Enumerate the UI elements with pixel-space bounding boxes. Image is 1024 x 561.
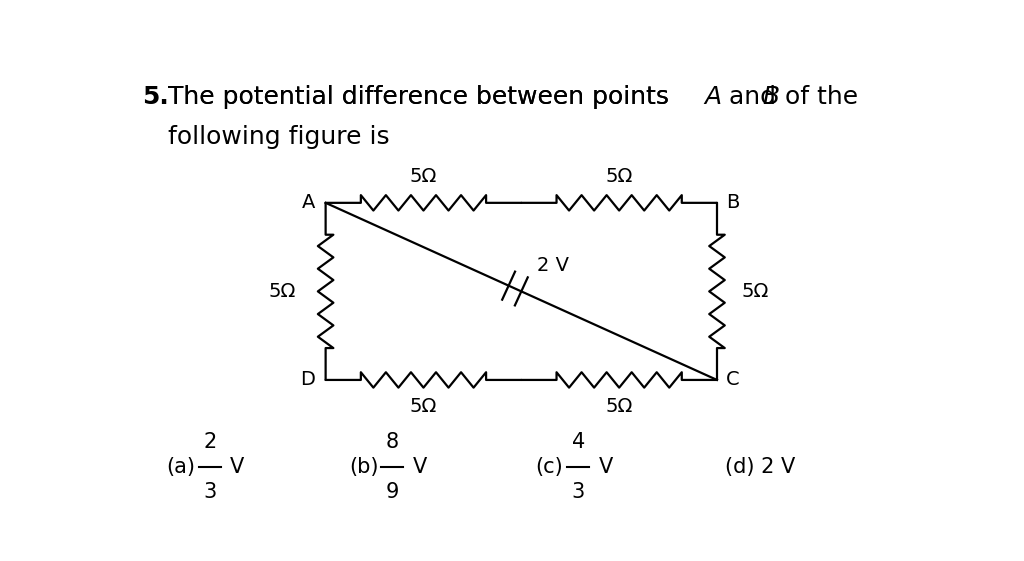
- Text: V: V: [598, 457, 612, 477]
- Text: following figure is: following figure is: [168, 126, 390, 149]
- Text: 3: 3: [204, 481, 217, 502]
- Text: V: V: [413, 457, 427, 477]
- Text: (d) 2 V: (d) 2 V: [725, 457, 795, 477]
- Text: B: B: [726, 194, 739, 213]
- Text: 3: 3: [571, 481, 585, 502]
- Text: 9: 9: [386, 481, 399, 502]
- Text: 5Ω: 5Ω: [741, 282, 769, 301]
- Text: 5Ω: 5Ω: [268, 282, 296, 301]
- Text: 2: 2: [204, 433, 217, 452]
- Text: 5Ω: 5Ω: [605, 167, 633, 186]
- Text: and: and: [721, 85, 784, 109]
- Text: The potential difference between points: The potential difference between points: [168, 85, 677, 109]
- Text: B: B: [762, 85, 779, 109]
- Text: 5Ω: 5Ω: [410, 167, 437, 186]
- Text: A: A: [301, 194, 314, 213]
- Text: The potential difference between points: The potential difference between points: [168, 85, 677, 109]
- Text: C: C: [726, 370, 740, 389]
- Text: (a): (a): [167, 457, 196, 477]
- Text: 5.: 5.: [142, 85, 169, 109]
- Text: 5Ω: 5Ω: [605, 397, 633, 416]
- Text: V: V: [230, 457, 245, 477]
- Text: (b): (b): [349, 457, 379, 477]
- Text: 5Ω: 5Ω: [410, 397, 437, 416]
- Text: A: A: [705, 85, 722, 109]
- Text: 2 V: 2 V: [537, 256, 568, 275]
- Text: D: D: [300, 370, 314, 389]
- Text: (c): (c): [535, 457, 562, 477]
- Text: of the: of the: [776, 85, 858, 109]
- Text: 8: 8: [386, 433, 398, 452]
- Text: 4: 4: [571, 433, 585, 452]
